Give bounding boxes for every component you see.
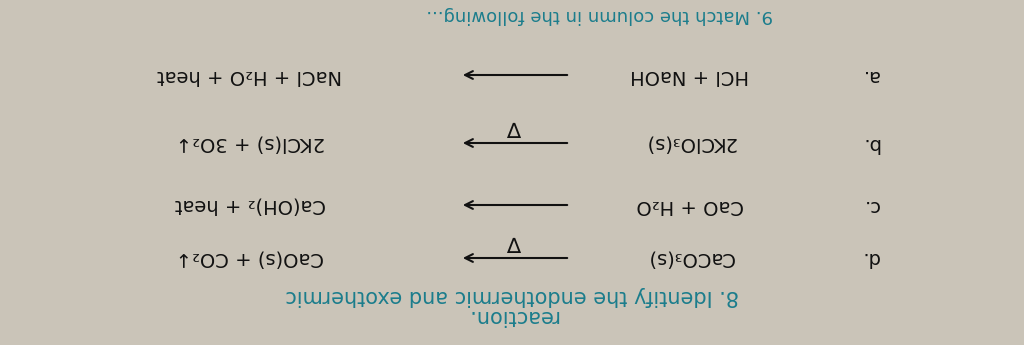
Text: ∇: ∇	[508, 232, 522, 252]
Text: ∇: ∇	[508, 117, 522, 137]
Text: CaO + H₂O: CaO + H₂O	[636, 196, 743, 215]
Text: a.: a.	[861, 66, 879, 85]
Text: 2KClO₃(s): 2KClO₃(s)	[644, 134, 735, 152]
Text: c.: c.	[861, 196, 879, 215]
Text: NaCl + H₂O + heat: NaCl + H₂O + heat	[158, 66, 342, 85]
Text: reaction.: reaction.	[466, 306, 558, 326]
Text: d.: d.	[861, 248, 880, 267]
Text: CaCO₃(s): CaCO₃(s)	[646, 248, 734, 267]
Text: Ca(OH)₂ + heat: Ca(OH)₂ + heat	[174, 196, 326, 215]
Text: 9. Match the column in the following...: 9. Match the column in the following...	[427, 6, 773, 24]
Text: 2KCl(s) + 3O₂↓: 2KCl(s) + 3O₂↓	[175, 134, 325, 152]
Text: b.: b.	[861, 134, 880, 152]
Text: CaO(s) + CO₂↓: CaO(s) + CO₂↓	[176, 248, 325, 267]
Text: 8. Identify the endothermic and exothermic: 8. Identify the endothermic and exotherm…	[285, 286, 739, 306]
Text: HCl + NaOH: HCl + NaOH	[631, 66, 750, 85]
